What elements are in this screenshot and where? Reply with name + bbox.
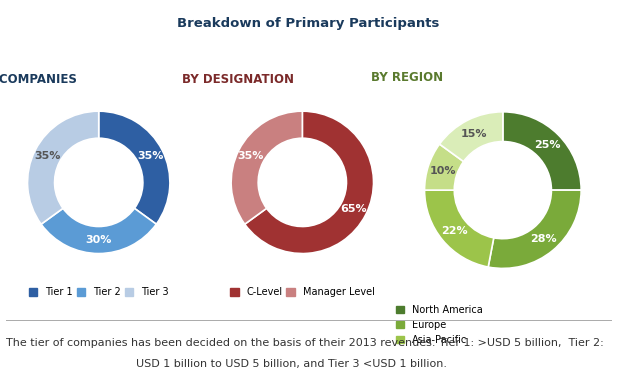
- Wedge shape: [424, 144, 463, 190]
- Wedge shape: [439, 112, 503, 161]
- Text: 15%: 15%: [461, 128, 487, 139]
- Legend: C-Level, Manager Level: C-Level, Manager Level: [230, 287, 375, 297]
- Text: 35%: 35%: [137, 151, 164, 161]
- Text: 35%: 35%: [238, 151, 264, 161]
- Text: The tier of companies has been decided on the basis of their 2013 revenues. Tier: The tier of companies has been decided o…: [6, 338, 604, 348]
- Text: BY REGION: BY REGION: [370, 71, 442, 84]
- Text: 65%: 65%: [341, 204, 367, 213]
- Text: BY DESIGNATION: BY DESIGNATION: [182, 73, 294, 86]
- Text: 10%: 10%: [429, 166, 456, 175]
- Wedge shape: [28, 111, 99, 224]
- Wedge shape: [231, 111, 302, 224]
- Wedge shape: [245, 111, 373, 253]
- Wedge shape: [424, 190, 494, 267]
- Wedge shape: [41, 208, 156, 253]
- Text: USD 1 billion to USD 5 billion, and Tier 3 <USD 1 billion.: USD 1 billion to USD 5 billion, and Tier…: [136, 359, 447, 369]
- Text: 35%: 35%: [34, 151, 60, 161]
- Text: Breakdown of Primary Participants: Breakdown of Primary Participants: [177, 17, 440, 31]
- Text: BY COMPANIES: BY COMPANIES: [0, 73, 77, 86]
- Wedge shape: [99, 111, 170, 224]
- Text: 25%: 25%: [534, 140, 561, 150]
- Text: 30%: 30%: [86, 235, 112, 245]
- Wedge shape: [488, 190, 581, 268]
- Text: 22%: 22%: [441, 225, 467, 236]
- Legend: North America, Europe, Asia-Pacific: North America, Europe, Asia-Pacific: [395, 305, 483, 345]
- Text: 28%: 28%: [530, 234, 557, 244]
- Legend: Tier 1, Tier 2, Tier 3: Tier 1, Tier 2, Tier 3: [28, 287, 169, 297]
- Wedge shape: [503, 112, 581, 190]
